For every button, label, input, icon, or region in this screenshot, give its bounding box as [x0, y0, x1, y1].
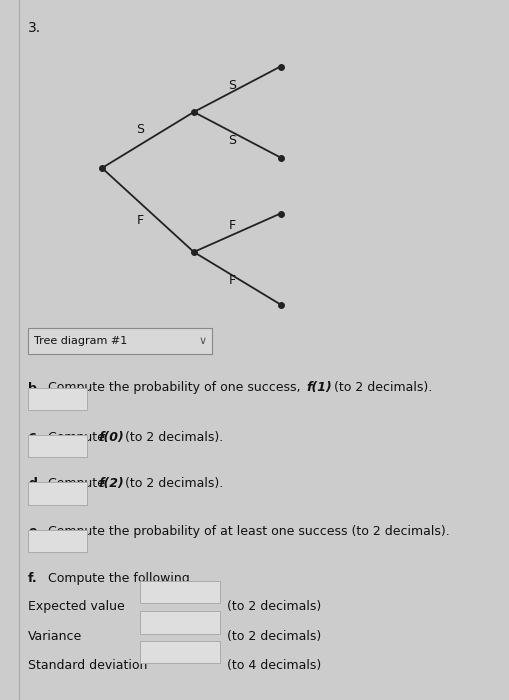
Text: 3.: 3.	[28, 21, 41, 35]
Text: Compute the following.: Compute the following.	[48, 572, 194, 585]
Text: Variance: Variance	[28, 630, 82, 643]
Text: S: S	[228, 134, 236, 146]
FancyBboxPatch shape	[27, 482, 87, 505]
Text: Compute: Compute	[48, 430, 109, 444]
Text: (to 2 decimals): (to 2 decimals)	[227, 630, 321, 643]
Text: F: F	[228, 219, 235, 232]
Text: (to 2 decimals).: (to 2 decimals).	[121, 477, 223, 491]
Text: F: F	[228, 274, 235, 286]
Text: e.: e.	[28, 525, 41, 538]
FancyBboxPatch shape	[27, 435, 87, 457]
FancyBboxPatch shape	[27, 530, 87, 552]
Text: c.: c.	[28, 430, 40, 444]
Text: Tree diagram #1: Tree diagram #1	[34, 336, 127, 346]
Text: (to 4 decimals): (to 4 decimals)	[227, 659, 321, 673]
FancyBboxPatch shape	[139, 640, 219, 663]
Text: Standard deviation: Standard deviation	[28, 659, 147, 673]
Text: Compute: Compute	[48, 477, 109, 491]
Text: f.: f.	[28, 572, 38, 585]
FancyBboxPatch shape	[27, 328, 212, 354]
Text: Compute the probability of at least one success (to 2 decimals).: Compute the probability of at least one …	[48, 525, 449, 538]
Text: (to 2 decimals): (to 2 decimals)	[227, 600, 321, 613]
Text: f(1): f(1)	[305, 382, 331, 395]
Text: f(0): f(0)	[98, 430, 124, 444]
Text: ∨: ∨	[198, 336, 206, 346]
FancyBboxPatch shape	[139, 581, 219, 603]
Text: (to 2 decimals).: (to 2 decimals).	[121, 430, 223, 444]
Text: F: F	[136, 214, 144, 227]
Text: S: S	[136, 123, 144, 136]
Text: f(2): f(2)	[98, 477, 124, 491]
Text: Expected value: Expected value	[28, 600, 125, 613]
FancyBboxPatch shape	[139, 611, 219, 634]
Text: d.: d.	[28, 477, 42, 491]
Text: (to 2 decimals).: (to 2 decimals).	[330, 382, 432, 395]
FancyBboxPatch shape	[27, 388, 87, 410]
Text: S: S	[228, 79, 236, 92]
Text: Compute the probability of one success,: Compute the probability of one success,	[48, 382, 304, 395]
Text: b.: b.	[28, 382, 42, 395]
